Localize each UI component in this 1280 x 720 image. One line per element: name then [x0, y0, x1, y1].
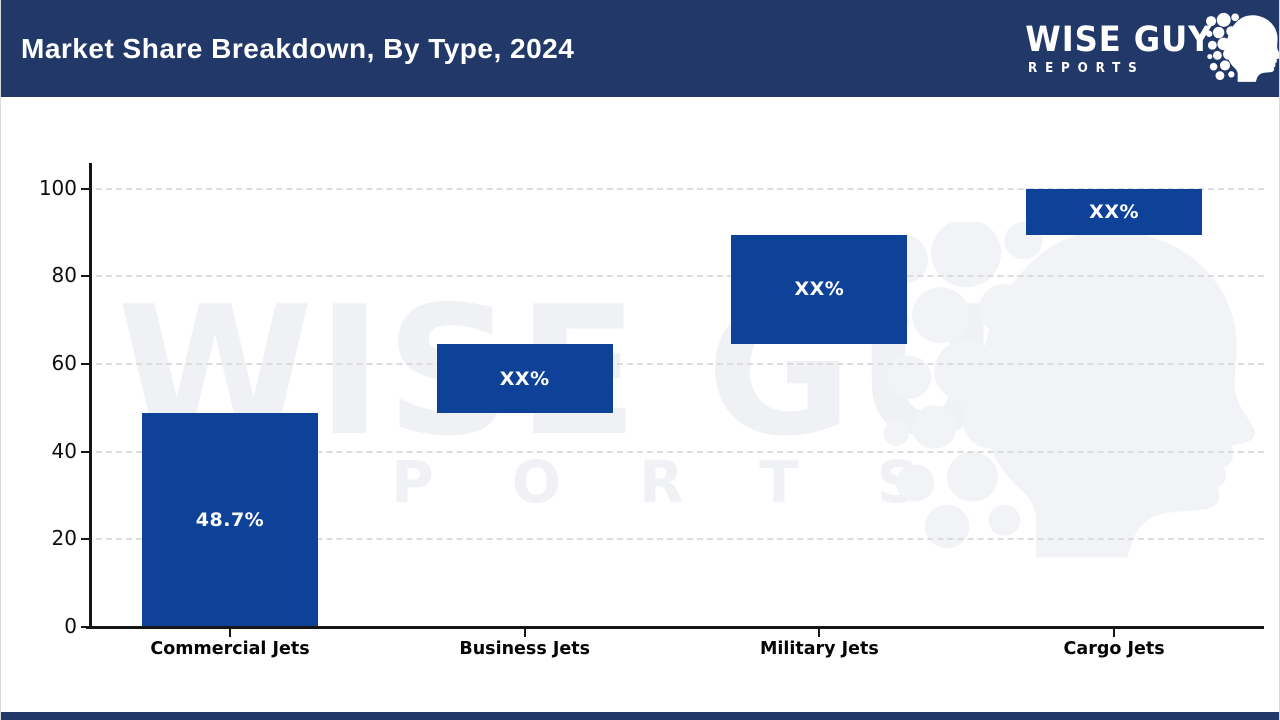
header-bar: Market Share Breakdown, By Type, 2024 WI… — [1, 0, 1279, 97]
footer-bar — [1, 712, 1279, 720]
logo-wordmark: WISE GUY — [1025, 20, 1213, 60]
logo-head-icon — [1206, 12, 1279, 82]
waterfall-bar: XX% — [436, 344, 613, 414]
gridline — [86, 187, 1264, 190]
y-axis-line — [89, 163, 92, 629]
gridline — [86, 362, 1264, 365]
y-axis-tick — [81, 626, 90, 628]
bar-value-label: XX% — [499, 367, 550, 390]
waterfall-bar: 48.7% — [142, 413, 318, 627]
logo-text: WISE GUY REPORTS — [1025, 22, 1212, 76]
logo-subtitle: REPORTS — [1028, 61, 1145, 76]
x-axis-tick — [818, 629, 821, 637]
x-axis-category-label: Cargo Jets — [1063, 639, 1165, 659]
y-axis-tick-label: 20 — [51, 526, 77, 551]
y-axis-tick — [81, 187, 90, 190]
y-axis-tick-label: 60 — [51, 350, 77, 375]
y-axis-tick-label: 40 — [51, 438, 77, 463]
waterfall-bar: XX% — [731, 234, 908, 345]
page-title: Market Share Breakdown, By Type, 2024 — [21, 33, 575, 64]
x-axis-category-label: Business Jets — [459, 639, 590, 659]
y-axis-tick-label: 0 — [64, 614, 77, 638]
y-axis-tick — [81, 538, 90, 541]
x-axis-tick — [229, 629, 231, 637]
y-axis-tick — [81, 450, 90, 453]
y-axis-tick — [81, 362, 90, 365]
watermark-head-icon — [877, 222, 1256, 558]
x-axis-tick — [1113, 629, 1116, 637]
gridline — [86, 538, 1264, 541]
x-axis-tick — [523, 629, 526, 637]
x-axis-category-label: Military Jets — [759, 639, 879, 659]
x-axis-category-label: Commercial Jets — [150, 639, 310, 659]
bar-value-label: XX% — [794, 278, 845, 301]
bar-value-label: XX% — [1089, 200, 1140, 223]
x-axis-line — [86, 626, 1264, 629]
gridline — [86, 275, 1264, 278]
y-axis-tick-label: 80 — [51, 263, 77, 288]
y-axis-tick-label: 100 — [38, 175, 77, 200]
y-axis-tick — [81, 275, 90, 278]
waterfall-bar: XX% — [1026, 188, 1203, 235]
gridline — [86, 450, 1264, 453]
wise-guy-reports-logo: WISE GUY REPORTS — [1009, 7, 1279, 91]
bar-value-label: 48.7% — [195, 509, 265, 532]
